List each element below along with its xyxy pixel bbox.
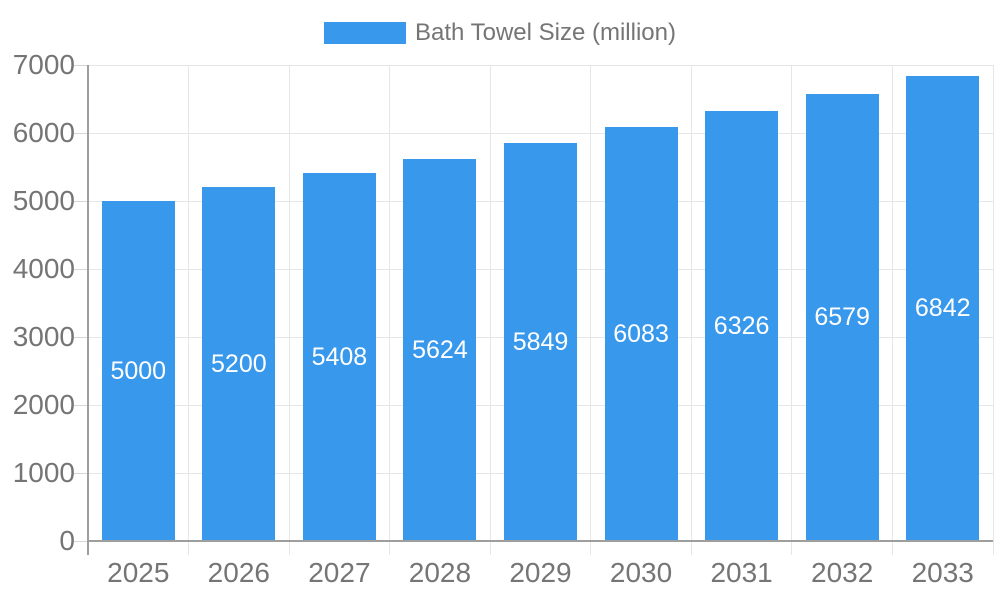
y-axis-line (87, 65, 89, 555)
y-axis-tick (74, 64, 88, 66)
y-axis-tick-label: 5000 (12, 185, 75, 216)
bar[interactable] (302, 173, 376, 541)
legend-swatch (324, 22, 406, 44)
v-gridline (389, 65, 391, 555)
x-axis-tick-label: 2031 (710, 557, 773, 588)
bar-value-label: 6326 (713, 311, 770, 340)
y-axis-tick (74, 132, 88, 134)
bar[interactable] (403, 158, 477, 541)
v-gridline (188, 65, 190, 555)
bar[interactable] (504, 143, 577, 541)
x-axis-tick-label: 2029 (509, 557, 572, 588)
x-axis-tick-label: 2028 (408, 557, 472, 588)
x-axis-line (88, 540, 993, 542)
legend-label: Bath Towel Size (million) (415, 19, 676, 46)
bar-value-label: 5200 (211, 350, 267, 379)
v-gridline (690, 65, 692, 555)
bar[interactable] (805, 93, 879, 541)
y-axis-tick-label: 6000 (12, 117, 75, 148)
x-axis-tick-label: 2026 (207, 557, 270, 588)
bar[interactable] (604, 127, 678, 541)
x-axis-tick-label: 2025 (107, 557, 170, 588)
h-gridline (88, 64, 993, 66)
v-gridline (992, 65, 994, 555)
v-gridline (288, 65, 290, 555)
bar-value-label: 5624 (412, 335, 468, 364)
bar[interactable] (906, 75, 980, 541)
bar[interactable] (202, 187, 276, 541)
y-axis-tick (74, 268, 88, 270)
v-gridline (489, 65, 491, 555)
legend[interactable]: Bath Towel Size (million) (0, 19, 1000, 46)
bar[interactable] (705, 110, 779, 541)
bar-value-label: 6083 (613, 320, 669, 349)
x-axis-tick-label: 2027 (308, 557, 371, 588)
y-axis-tick (74, 472, 88, 474)
y-axis-tick-label: 7000 (12, 49, 75, 80)
x-axis-tick-label: 2030 (609, 557, 673, 588)
y-axis-tick (74, 540, 88, 542)
y-axis-tick-label: 2000 (12, 389, 75, 420)
h-gridline (88, 132, 993, 134)
bar-value-label: 5408 (311, 343, 368, 372)
y-axis-tick (74, 404, 88, 406)
bar-value-label: 6579 (814, 303, 870, 332)
y-axis-tick-label: 1000 (12, 457, 75, 488)
y-axis-tick (74, 200, 88, 202)
x-axis-tick-label: 2033 (911, 557, 974, 588)
v-gridline (590, 65, 592, 555)
y-axis-tick-label: 4000 (12, 253, 75, 284)
y-axis-tick-label: 0 (59, 525, 75, 556)
y-axis-tick (74, 336, 88, 338)
bar-value-label: 5000 (110, 357, 167, 385)
v-gridline (891, 65, 893, 555)
v-gridline (791, 65, 793, 555)
x-axis-tick-label: 2032 (811, 557, 874, 588)
bar-value-label: 6842 (914, 294, 971, 323)
bar[interactable] (101, 201, 175, 541)
bar-value-label: 5849 (512, 328, 569, 357)
y-axis-tick-label: 3000 (12, 321, 75, 352)
